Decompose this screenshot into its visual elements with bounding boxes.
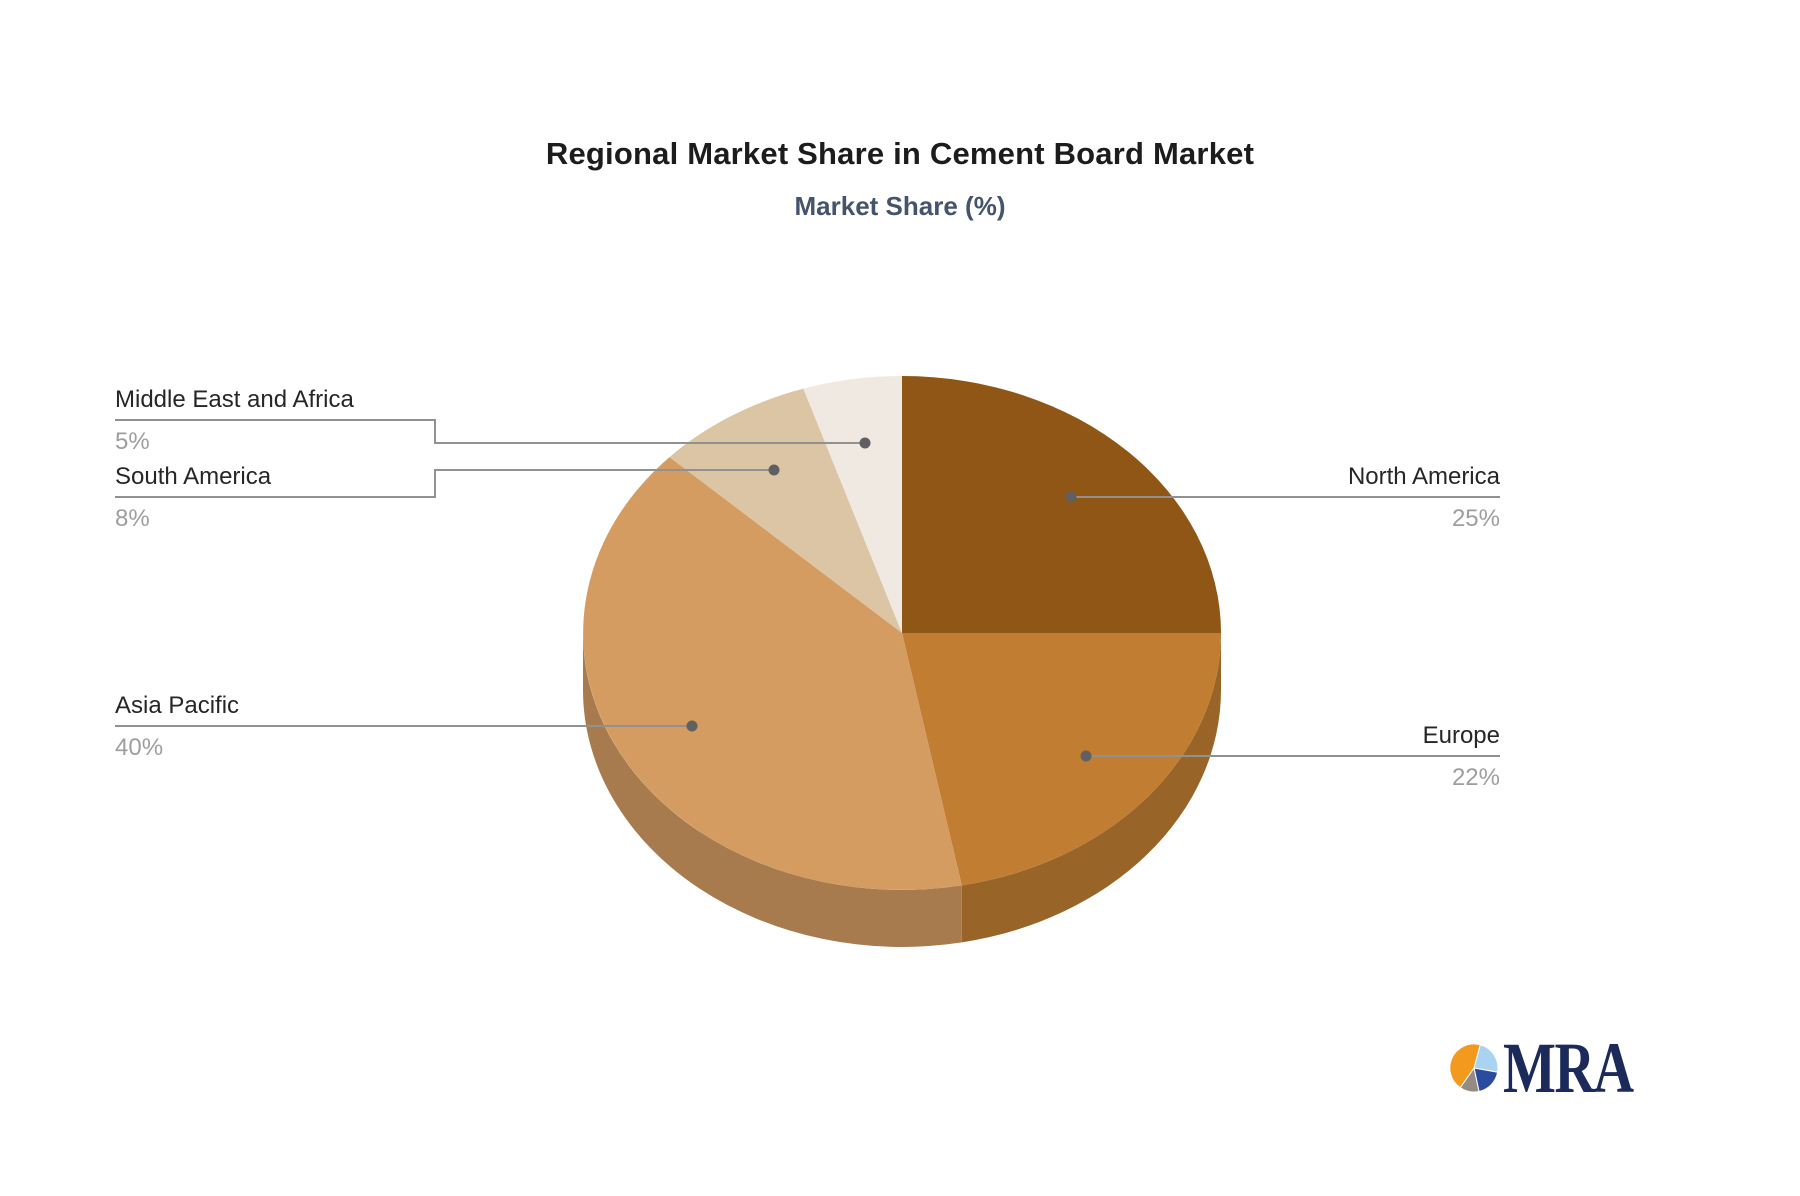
- leader-line-south-america: [115, 469, 774, 498]
- chart-title: Regional Market Share in Cement Board Ma…: [545, 136, 1255, 171]
- slice-label-south-america: South America: [115, 463, 272, 490]
- slice-value-middle-east-and-africa: 5%: [115, 428, 150, 455]
- leader-dot-asia-pacific: [686, 720, 698, 732]
- pie-slice-rim-europe: [961, 633, 1221, 943]
- slice-value-europe: 22%: [1451, 764, 1500, 791]
- leader-dot-south-america: [768, 464, 780, 476]
- leader-dot-middle-east-and-africa: [859, 437, 871, 449]
- pie-slice-middle-east-and-africa: [803, 376, 902, 633]
- pie-slice-europe: [902, 633, 1221, 886]
- mra-logo: MRA: [1448, 1028, 1669, 1108]
- slice-value-south-america: 8%: [115, 505, 150, 532]
- pie-slice-asia-pacific: [583, 457, 962, 890]
- chart-subtitle: Market Share (%): [794, 191, 1006, 221]
- logo-pie-wedge: [1449, 1043, 1481, 1089]
- leader-line-middle-east-and-africa: [115, 419, 865, 444]
- slice-label-asia-pacific: Asia Pacific: [115, 692, 240, 719]
- mra-logo-pie-icon: [1449, 1043, 1499, 1093]
- pie-slice-rim-asia-pacific: [583, 633, 962, 947]
- logo-pie-wedge: [1473, 1044, 1499, 1073]
- leader-dot-europe: [1080, 750, 1092, 762]
- slice-label-middle-east-and-africa: Middle East and Africa: [115, 386, 354, 413]
- slice-label-north-america: North America: [1347, 463, 1500, 490]
- leader-dot-north-america: [1065, 491, 1077, 503]
- mra-logo-text: MRA: [1503, 1028, 1634, 1108]
- slice-label-europe: Europe: [1422, 722, 1500, 749]
- pie-slice-south-america: [669, 388, 902, 633]
- slice-value-north-america: 25%: [1451, 505, 1500, 532]
- pie-slice-north-america: [902, 376, 1221, 633]
- slice-value-asia-pacific: 40%: [115, 734, 164, 761]
